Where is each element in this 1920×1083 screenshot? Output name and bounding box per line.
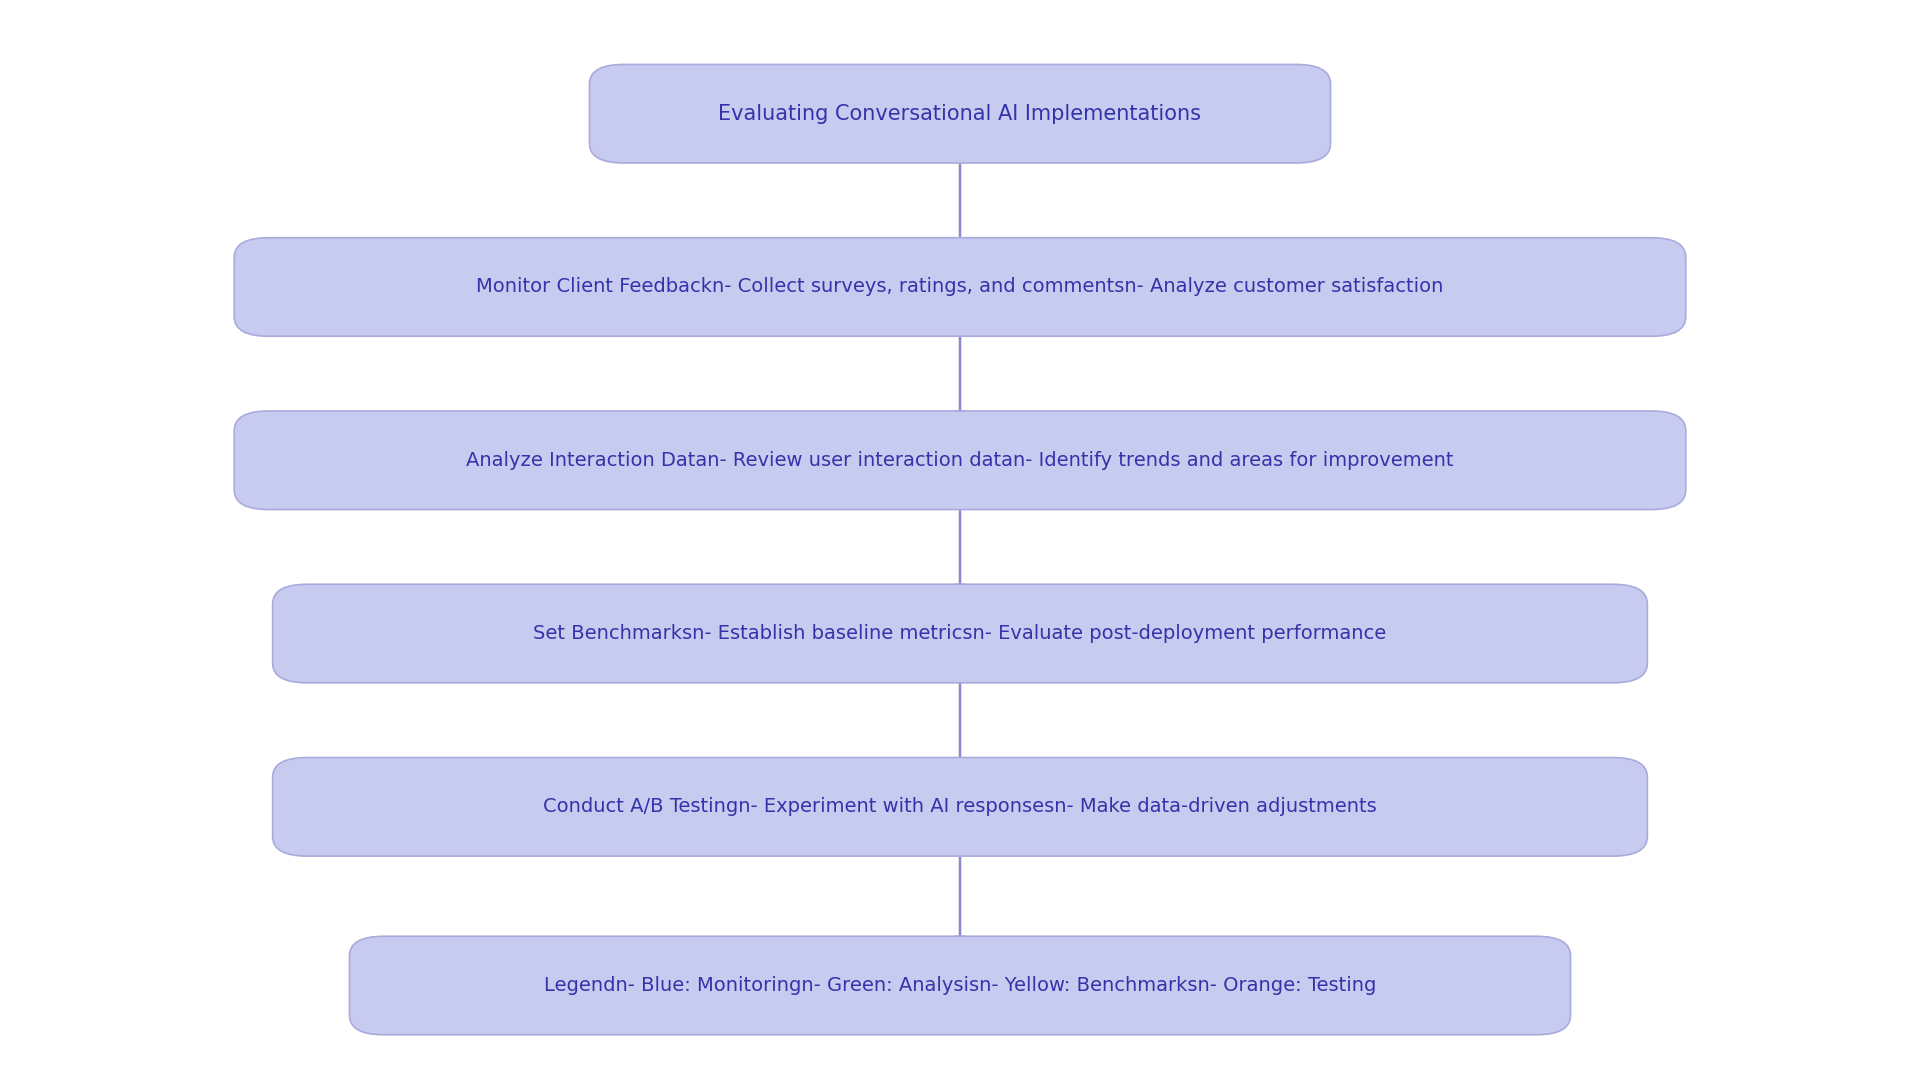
- FancyBboxPatch shape: [273, 758, 1647, 856]
- Text: Legendn- Blue: Monitoringn- Green: Analysisn- Yellow: Benchmarksn- Orange: Testi: Legendn- Blue: Monitoringn- Green: Analy…: [543, 976, 1377, 995]
- Text: Monitor Client Feedbackn- Collect surveys, ratings, and commentsn- Analyze custo: Monitor Client Feedbackn- Collect survey…: [476, 277, 1444, 297]
- Text: Conduct A/B Testingn- Experiment with AI responsesn- Make data-driven adjustment: Conduct A/B Testingn- Experiment with AI…: [543, 797, 1377, 817]
- Text: Evaluating Conversational AI Implementations: Evaluating Conversational AI Implementat…: [718, 104, 1202, 123]
- FancyBboxPatch shape: [234, 412, 1686, 510]
- FancyBboxPatch shape: [273, 585, 1647, 683]
- FancyBboxPatch shape: [234, 238, 1686, 336]
- FancyBboxPatch shape: [589, 65, 1331, 162]
- FancyBboxPatch shape: [349, 936, 1571, 1035]
- Text: Analyze Interaction Datan- Review user interaction datan- Identify trends and ar: Analyze Interaction Datan- Review user i…: [467, 451, 1453, 470]
- Text: Set Benchmarksn- Establish baseline metricsn- Evaluate post-deployment performan: Set Benchmarksn- Establish baseline metr…: [534, 624, 1386, 643]
